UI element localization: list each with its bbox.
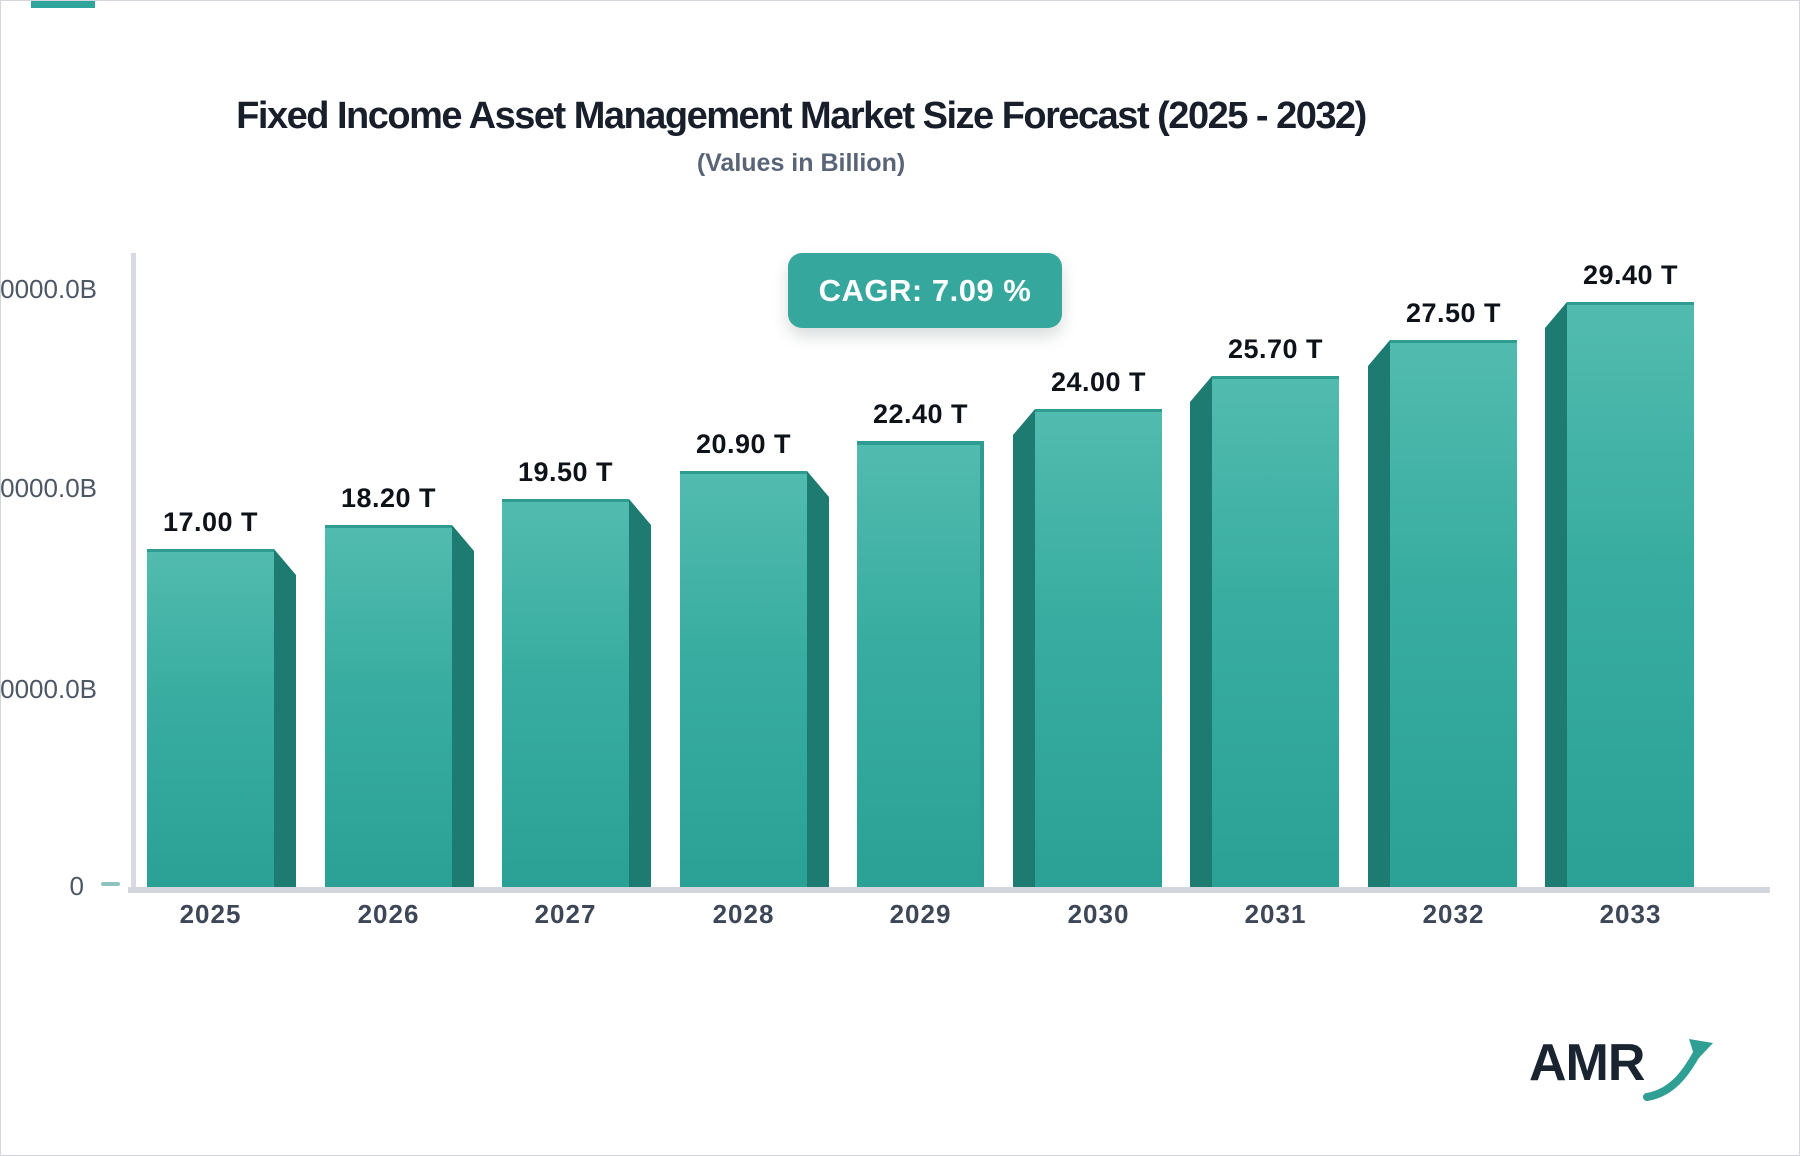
bar-3d-side [1545, 302, 1567, 887]
bar-value-label: 18.20 T [340, 483, 437, 513]
bar-3d-side [807, 471, 829, 887]
x-axis-baseline [128, 887, 1770, 893]
x-axis-label: 2028 [712, 899, 775, 929]
bar-2027 [502, 499, 629, 887]
bar-value-label: 22.40 T [872, 399, 969, 429]
cagr-badge: CAGR: 7.09 % [788, 253, 1062, 328]
x-axis-label: 2026 [357, 899, 420, 929]
bar-2032 [1390, 340, 1517, 887]
y-axis-tick-label: 0000.0B [0, 473, 97, 503]
bar-2026 [325, 525, 452, 887]
bar-3d-side [629, 499, 651, 887]
chart-subtitle: (Values in Billion) [696, 149, 906, 177]
bar-value-label: 20.90 T [695, 429, 792, 459]
bar-value-label: 27.50 T [1405, 298, 1502, 328]
bar-3d-side [452, 525, 474, 887]
bar-2030 [1035, 409, 1162, 887]
logo-arrow-icon [1643, 1039, 1713, 1101]
y-axis-tick-label: 0000.0B [0, 274, 97, 304]
x-axis-label: 2025 [179, 899, 242, 929]
amr-logo-text: AMR [1529, 1034, 1645, 1092]
x-axis-label: 2031 [1244, 899, 1307, 929]
x-axis-label: 2027 [534, 899, 597, 929]
bar-value-label: 25.70 T [1227, 334, 1324, 364]
bar-value-label: 24.00 T [1050, 367, 1147, 397]
x-axis-label: 2030 [1067, 899, 1130, 929]
bar-3d-side [274, 549, 296, 887]
top-accent-strip [31, 1, 95, 8]
x-axis-label: 2032 [1422, 899, 1485, 929]
bar-value-label: 19.50 T [517, 457, 614, 487]
chart-title: Fixed Income Asset Management Market Siz… [236, 95, 1367, 137]
bar-2025 [147, 549, 274, 887]
x-axis-label: 2029 [889, 899, 952, 929]
bar-2028 [680, 471, 807, 887]
zero-tick-mark [101, 882, 120, 886]
x-axis-label: 2033 [1599, 899, 1662, 929]
amr-logo: AMR [1521, 1021, 1771, 1131]
y-axis-tick-label: 0000.0B [0, 674, 97, 704]
bar-value-label: 17.00 T [162, 507, 259, 537]
bar-2029 [857, 441, 984, 887]
y-axis-tick-label: 0 [69, 871, 84, 901]
bar-3d-side [1368, 340, 1390, 887]
bar-2033 [1567, 302, 1694, 887]
y-axis-line [131, 253, 136, 892]
bar-value-label: 29.40 T [1582, 260, 1679, 290]
bar-2031 [1212, 376, 1339, 887]
bar-3d-side [1013, 409, 1035, 887]
bar-3d-side [1190, 376, 1212, 887]
